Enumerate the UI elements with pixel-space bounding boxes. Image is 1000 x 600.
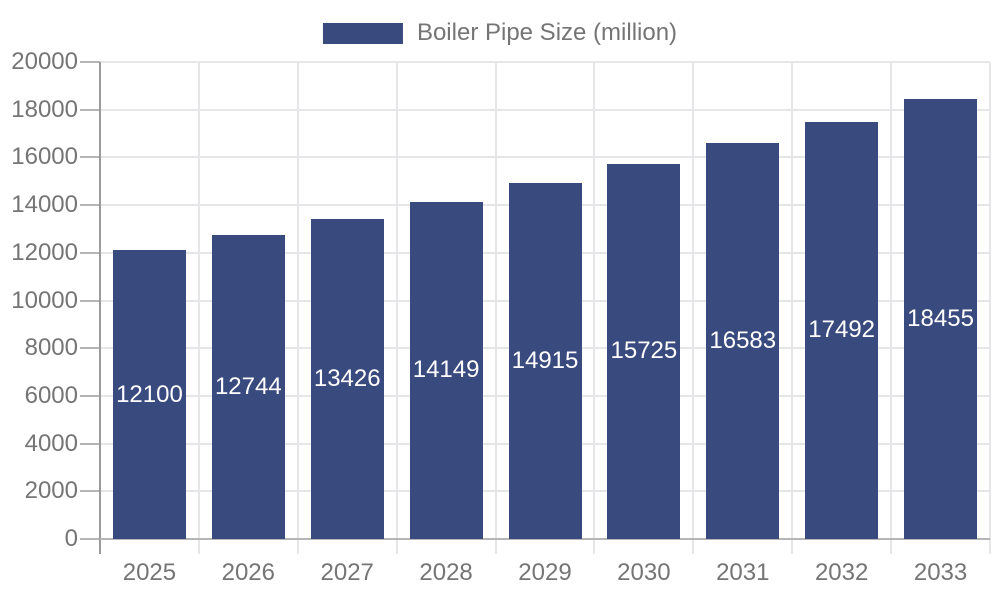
y-tick-mark — [80, 538, 100, 540]
x-tick-label: 2025 — [122, 559, 177, 586]
x-gridline-tick — [692, 62, 695, 554]
y-tick-mark — [80, 347, 100, 350]
y-tick-mark — [80, 61, 100, 63]
y-tick-label: 4000 — [24, 429, 78, 457]
x-tick-label: 2030 — [617, 559, 671, 586]
bar-2032: 17492 — [805, 121, 879, 539]
y-gridline — [100, 61, 990, 63]
y-tick-mark — [80, 108, 100, 111]
y-tick-label: 0 — [64, 525, 78, 552]
bar-value-label: 14149 — [412, 356, 480, 384]
legend-swatch-icon — [322, 22, 403, 44]
x-tick-label: 2032 — [814, 559, 869, 586]
y-axis-line — [99, 62, 101, 554]
bar-value-label: 18455 — [907, 304, 974, 332]
x-gridline-tick — [989, 62, 991, 554]
y-tick-label: 6000 — [24, 381, 78, 409]
y-tick-label: 8000 — [24, 334, 78, 362]
x-tick-label: 2031 — [716, 559, 770, 586]
y-tick-label: 10000 — [11, 286, 78, 314]
y-tick-mark — [80, 394, 100, 397]
bar-value-label: 12744 — [214, 373, 282, 401]
y-gridline — [100, 108, 990, 111]
y-tick-label: 16000 — [11, 143, 78, 171]
y-tick-mark — [80, 251, 100, 254]
x-tick-label: 2033 — [913, 559, 968, 586]
x-gridline-tick — [890, 62, 893, 554]
bar-value-label: 15725 — [610, 337, 678, 365]
bar-value-label: 13426 — [313, 364, 381, 392]
bar-2030: 15725 — [607, 163, 681, 539]
x-tick-label: 2029 — [518, 559, 572, 586]
bar-value-label: 12100 — [116, 380, 183, 408]
y-tick-mark — [80, 156, 100, 159]
y-tick-mark — [80, 442, 100, 445]
bar-value-label: 17492 — [808, 316, 876, 344]
x-tick-label: 2028 — [419, 559, 473, 586]
bar-2026: 12744 — [211, 235, 285, 539]
bar-value-label: 16583 — [709, 327, 777, 355]
x-gridline-tick — [296, 62, 299, 554]
legend-item[interactable]: Boiler Pipe Size (million) — [322, 19, 678, 47]
y-tick-label: 2000 — [24, 477, 78, 505]
y-tick-mark — [80, 299, 100, 302]
bar-2025: 12100 — [112, 250, 186, 539]
bar-2029: 14915 — [508, 183, 582, 539]
y-gridline — [100, 156, 990, 159]
y-tick-label: 12000 — [11, 238, 78, 266]
bar-2033: 18455 — [904, 98, 978, 539]
y-tick-label: 20000 — [11, 48, 78, 75]
x-tick-label: 2026 — [221, 559, 275, 586]
bar-2027: 13426 — [310, 218, 384, 539]
y-tick-label: 18000 — [11, 95, 78, 123]
x-gridline-tick — [197, 62, 200, 554]
x-gridline-tick — [395, 62, 398, 554]
x-tick-label: 2027 — [320, 559, 374, 586]
plot-area: 12100 12744 13426 14149 14915 15725 16583 17492… — [80, 61, 991, 554]
x-gridline-tick — [593, 62, 596, 554]
legend-label: Boiler Pipe Size (million) — [416, 19, 678, 46]
y-tick-label: 14000 — [11, 191, 78, 219]
y-tick-mark — [80, 204, 100, 207]
bar-value-label: 14915 — [511, 347, 579, 375]
x-gridline-tick — [494, 62, 497, 554]
y-tick-mark — [80, 490, 100, 493]
bar-2028: 14149 — [409, 201, 483, 539]
x-axis-line — [100, 538, 990, 540]
bar-2031: 16583 — [706, 143, 780, 539]
x-gridline-tick — [791, 62, 794, 554]
